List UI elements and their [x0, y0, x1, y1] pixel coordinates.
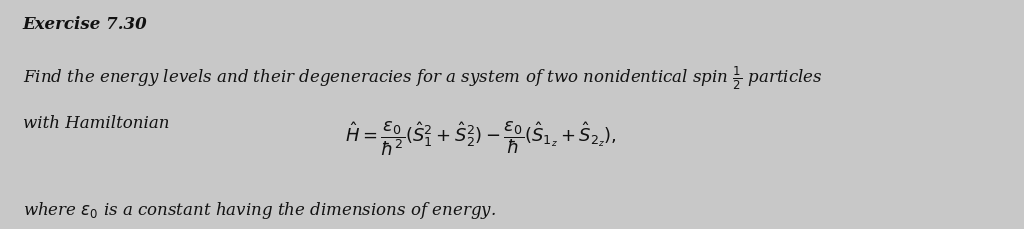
Text: where $\varepsilon_0$ is a constant having the dimensions of energy.: where $\varepsilon_0$ is a constant havi… [23, 199, 496, 220]
Text: with Hamiltonian: with Hamiltonian [23, 114, 169, 131]
Text: $\hat{H} = \dfrac{\varepsilon_0}{\hbar^2}(\hat{S}_1^2 + \hat{S}_2^2) - \dfrac{\v: $\hat{H} = \dfrac{\varepsilon_0}{\hbar^2… [345, 119, 617, 158]
Text: Find the energy levels and their degeneracies for a system of two nonidentical s: Find the energy levels and their degener… [23, 64, 822, 91]
Text: Exercise 7.30: Exercise 7.30 [23, 16, 147, 33]
